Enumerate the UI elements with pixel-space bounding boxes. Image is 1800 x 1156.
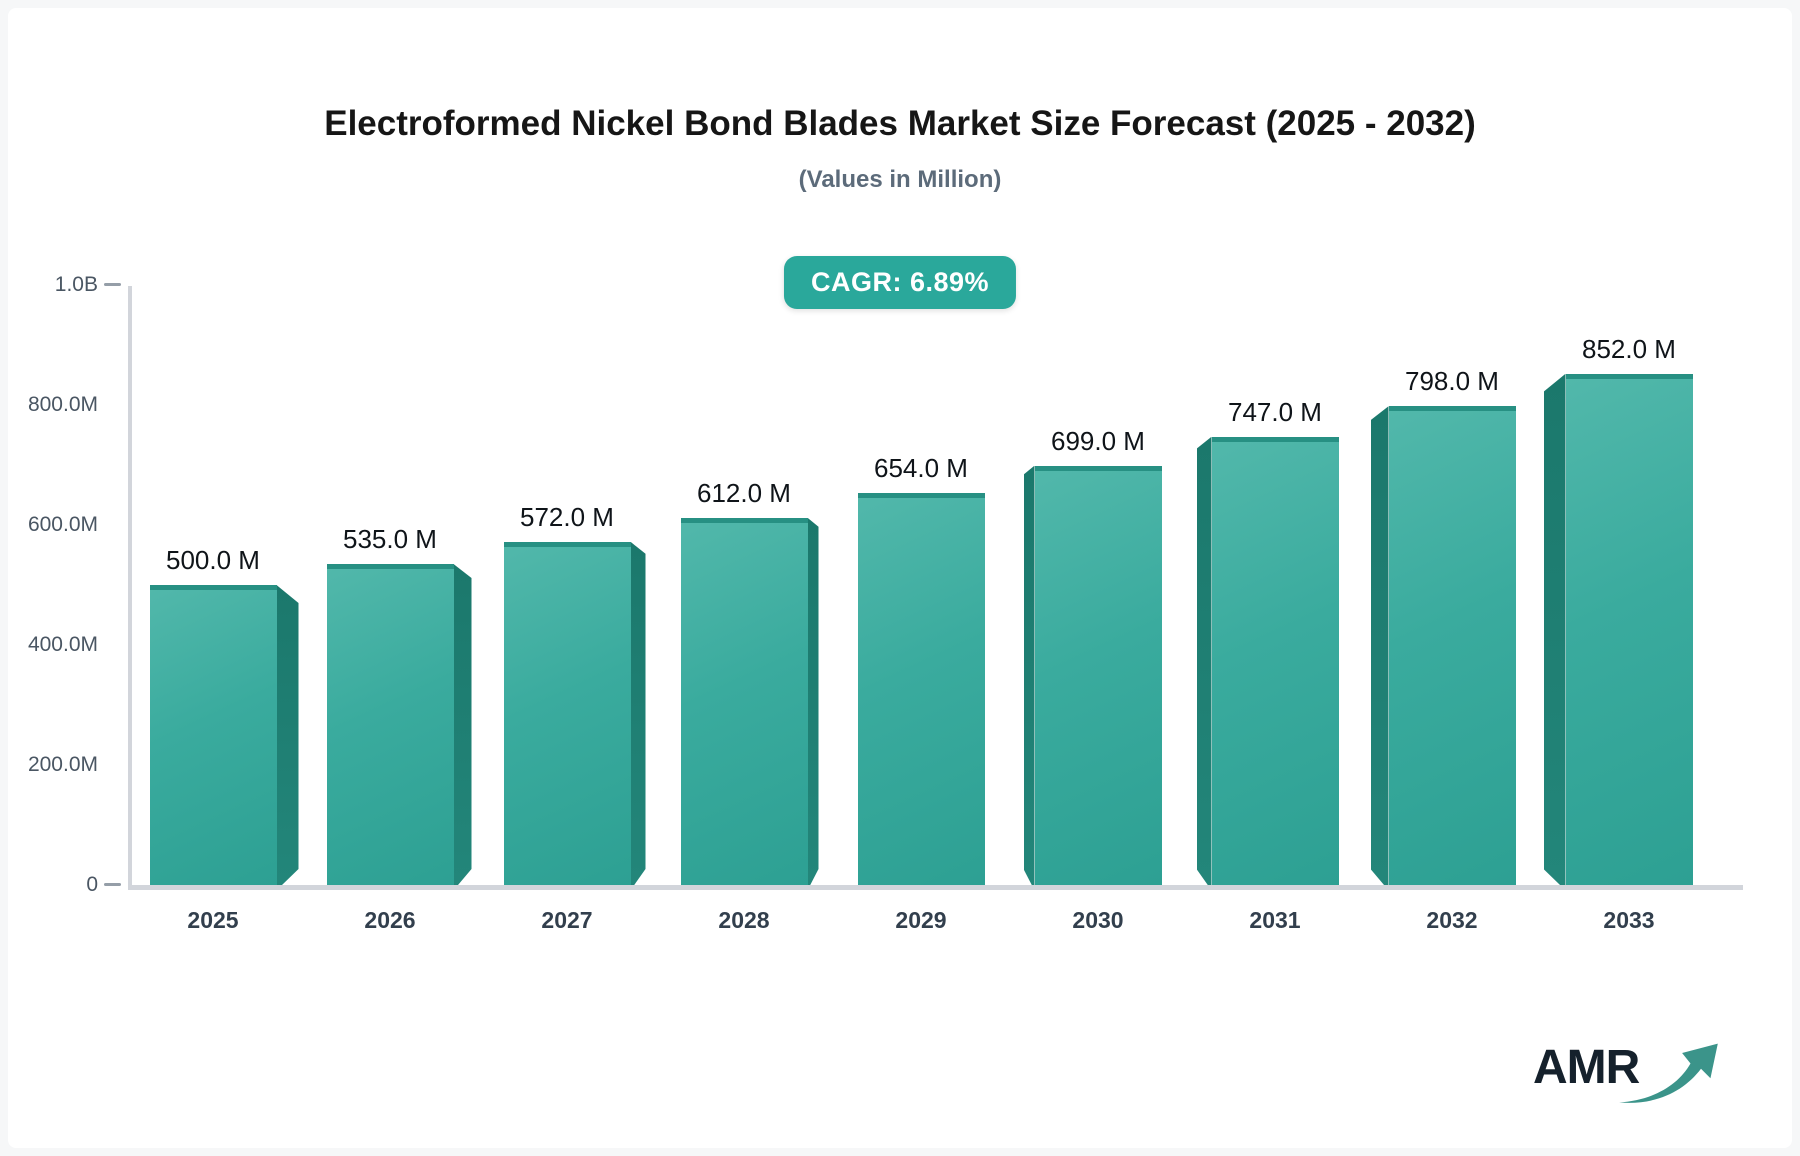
bar-value-label: 852.0 M [1582, 333, 1676, 364]
bar-side-face [276, 585, 299, 885]
bar-side-face [1023, 465, 1035, 885]
bar-value-label: 500.0 M [166, 545, 260, 575]
bar-value-label: 747.0 M [1228, 396, 1322, 427]
bar[interactable] [1211, 436, 1339, 885]
bar-side-face [1543, 373, 1566, 885]
x-axis-category-label: 2031 [1249, 907, 1301, 933]
bar[interactable] [1565, 373, 1693, 885]
bar[interactable] [149, 585, 277, 885]
chart-card: Electroformed Nickel Bond Blades Market … [8, 8, 1792, 1148]
x-axis-category-label: 2030 [1072, 907, 1124, 933]
bar-top-edge [680, 517, 808, 523]
bar-side-face [630, 541, 646, 885]
bar-value-label: 699.0 M [1051, 425, 1145, 456]
x-axis-line [128, 885, 1743, 890]
y-axis-tick-label: 400.0M [27, 633, 98, 656]
y-axis-tick-mark [104, 883, 121, 886]
bar-side-face [1370, 406, 1389, 885]
bar[interactable] [857, 492, 985, 885]
y-axis-tick-label: 1.0B [54, 273, 98, 296]
bar-top-edge [149, 585, 277, 590]
x-axis-category-label: 2028 [718, 907, 770, 933]
cagr-badge: CAGR: 6.89% [783, 256, 1017, 309]
x-axis-category-label: 2032 [1426, 907, 1478, 933]
y-axis-tick-label: 800.0M [27, 393, 98, 416]
y-axis-tick-label: 200.0M [27, 753, 98, 776]
amr-logo-arrow-icon [1619, 1043, 1718, 1103]
bar-side-face [1196, 436, 1212, 885]
bar[interactable] [503, 541, 631, 885]
bar[interactable] [1034, 465, 1162, 885]
bar-top-edge [1211, 436, 1339, 442]
y-axis-tick-mark [104, 283, 121, 286]
bar-side-face [453, 564, 472, 885]
x-axis-category-label: 2033 [1603, 907, 1655, 933]
bar-top-edge [503, 541, 631, 547]
y-axis-tick-label: 600.0M [27, 513, 98, 536]
bar-value-label: 654.0 M [874, 452, 968, 483]
bar-top-edge [857, 492, 985, 498]
bar-top-edge [1565, 373, 1693, 379]
bar-top-edge [326, 564, 454, 569]
bar-value-label: 535.0 M [343, 524, 437, 554]
bar-side-face [807, 517, 819, 885]
y-axis-tick-label: 0 [86, 873, 98, 896]
y-axis-line [128, 286, 132, 890]
bar[interactable] [680, 517, 808, 885]
bar-value-label: 572.0 M [520, 501, 614, 532]
chart-title: Electroformed Nickel Bond Blades Market … [324, 104, 1476, 143]
bar[interactable] [326, 564, 454, 885]
x-axis-category-label: 2026 [364, 907, 416, 933]
chart-subtitle: (Values in Million) [798, 166, 1002, 193]
bar-top-edge [1388, 406, 1516, 412]
bar[interactable] [1388, 406, 1516, 885]
bar-value-label: 612.0 M [697, 477, 791, 508]
x-axis-category-label: 2029 [895, 907, 947, 933]
x-axis-category-label: 2025 [187, 907, 239, 933]
bar-top-edge [1034, 465, 1162, 471]
amr-logo: AMR [1525, 1034, 1735, 1114]
x-axis-category-label: 2027 [541, 907, 593, 933]
amr-logo-text: AMR [1533, 1041, 1640, 1094]
bar-value-label: 798.0 M [1405, 366, 1499, 397]
